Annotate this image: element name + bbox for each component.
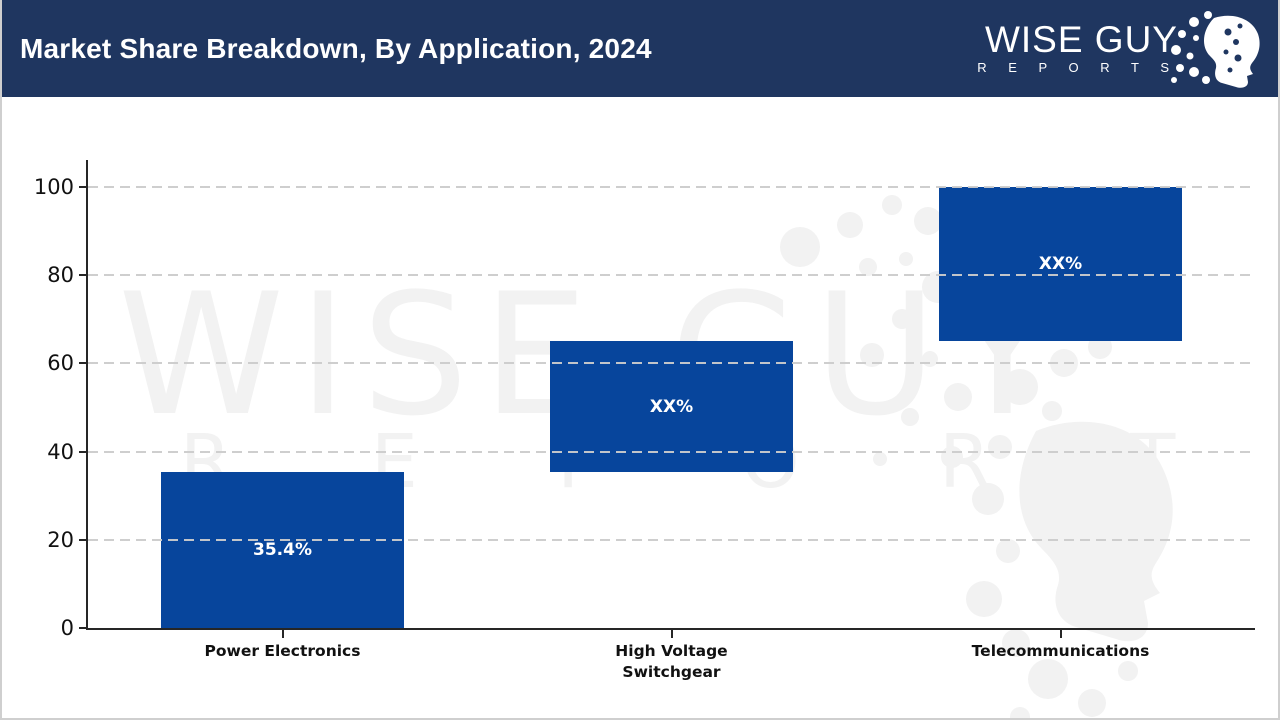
watermark-dot xyxy=(859,258,877,276)
y-tick-label: 20 xyxy=(47,527,74,552)
x-tick-mark xyxy=(1059,630,1062,638)
y-tick-mark xyxy=(79,186,88,188)
watermark-dot xyxy=(873,452,887,466)
x-category-label: Power Electronics xyxy=(204,642,361,660)
y-tick-mark xyxy=(79,627,88,629)
y-tick-label: 40 xyxy=(47,439,74,464)
y-tick-label: 100 xyxy=(33,175,74,199)
logo-text: WISE GUY R E P O R T S xyxy=(977,19,1178,75)
wiseguy-logo: WISE GUY R E P O R T S xyxy=(977,8,1262,90)
bar-value-label: XX% xyxy=(1038,254,1083,275)
gridline xyxy=(88,362,1255,365)
watermark-dot xyxy=(892,309,912,329)
y-tick-mark xyxy=(79,450,88,453)
bar xyxy=(938,187,1183,342)
watermark-dot xyxy=(882,195,902,215)
gridline xyxy=(88,186,1255,188)
x-category-label: Telecommunications xyxy=(971,642,1150,660)
watermark-dot xyxy=(899,252,913,266)
gridline xyxy=(88,274,1255,277)
y-tick-mark xyxy=(79,538,88,541)
x-axis-line xyxy=(86,628,1255,630)
watermark-dot xyxy=(901,408,919,426)
bar-value-label: XX% xyxy=(649,396,694,417)
watermark-dot xyxy=(837,212,863,238)
y-tick-label: 60 xyxy=(47,351,74,376)
bar-value-label: 35.4% xyxy=(253,539,312,560)
y-tick-label: 0 xyxy=(60,616,74,640)
watermark-dot xyxy=(780,227,820,267)
gridline xyxy=(88,538,1255,541)
gridline xyxy=(88,450,1255,453)
page-title: Market Share Breakdown, By Application, … xyxy=(20,32,652,64)
x-tick-mark xyxy=(670,630,673,638)
header-bar: Market Share Breakdown, By Application, … xyxy=(0,0,1280,97)
logo-subtext: R E P O R T S xyxy=(977,60,1178,75)
y-tick-label: 80 xyxy=(47,263,74,288)
logo-face-icon xyxy=(1171,10,1260,88)
x-category-label: High Voltage Switchgear xyxy=(615,642,728,681)
x-tick-mark xyxy=(281,630,284,638)
y-tick-mark xyxy=(79,362,88,365)
watermark-dot xyxy=(914,207,942,235)
bar xyxy=(160,471,405,628)
watermark-face-icon xyxy=(966,335,1173,720)
logo-wordmark: WISE GUY xyxy=(984,19,1178,60)
watermark-dot xyxy=(944,383,972,411)
y-axis-line xyxy=(86,160,88,630)
y-tick-mark xyxy=(79,274,88,277)
